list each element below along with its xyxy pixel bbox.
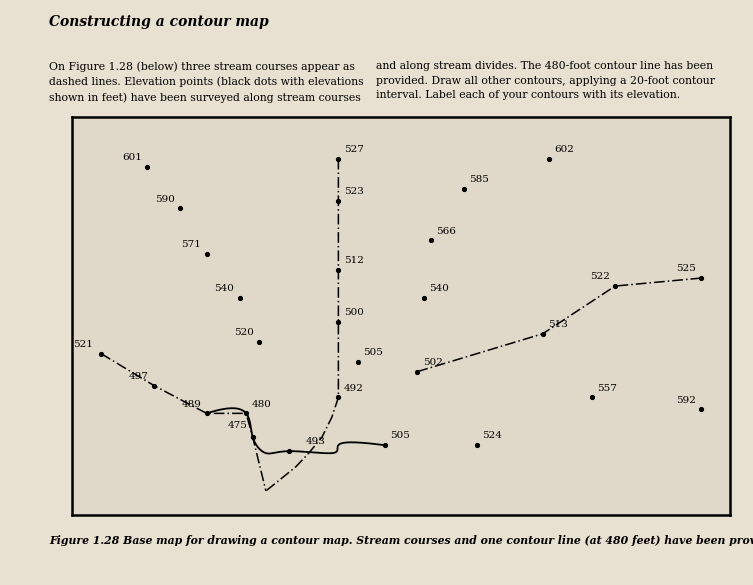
Text: 522: 522: [590, 272, 610, 281]
Text: 513: 513: [548, 320, 568, 329]
Text: 475: 475: [227, 421, 248, 430]
Text: 523: 523: [343, 187, 364, 196]
Text: 500: 500: [343, 308, 364, 317]
Text: 520: 520: [234, 328, 254, 337]
Text: 540: 540: [429, 284, 450, 293]
Text: 601: 601: [122, 153, 142, 162]
Text: 566: 566: [436, 226, 456, 236]
Text: 521: 521: [73, 340, 93, 349]
Text: 557: 557: [597, 384, 617, 393]
Text: 492: 492: [343, 384, 364, 393]
Text: 527: 527: [343, 145, 364, 154]
Text: 489: 489: [181, 400, 201, 408]
Text: 497: 497: [129, 371, 148, 381]
Text: 505: 505: [364, 348, 383, 357]
Text: Figure 1.28 Base map for drawing a contour map. Stream courses and one contour l: Figure 1.28 Base map for drawing a conto…: [49, 535, 753, 546]
Text: 592: 592: [675, 395, 696, 405]
Text: 493: 493: [306, 438, 325, 446]
Text: 480: 480: [252, 400, 271, 408]
Text: 525: 525: [675, 264, 696, 273]
Text: 585: 585: [469, 175, 489, 184]
Text: 571: 571: [181, 240, 201, 249]
Text: 540: 540: [215, 284, 234, 293]
Text: 502: 502: [422, 358, 443, 367]
Text: 512: 512: [343, 256, 364, 266]
Text: and along stream divides. The 480-foot contour line has been
provided. Draw all : and along stream divides. The 480-foot c…: [376, 61, 715, 100]
Text: On Figure 1.28 (below) three stream courses appear as
dashed lines. Elevation po: On Figure 1.28 (below) three stream cour…: [49, 61, 364, 102]
Text: 590: 590: [155, 195, 175, 204]
Text: 505: 505: [390, 431, 410, 441]
Text: 524: 524: [482, 431, 502, 441]
Text: Constructing a contour map: Constructing a contour map: [49, 15, 269, 29]
Text: 602: 602: [554, 145, 575, 154]
